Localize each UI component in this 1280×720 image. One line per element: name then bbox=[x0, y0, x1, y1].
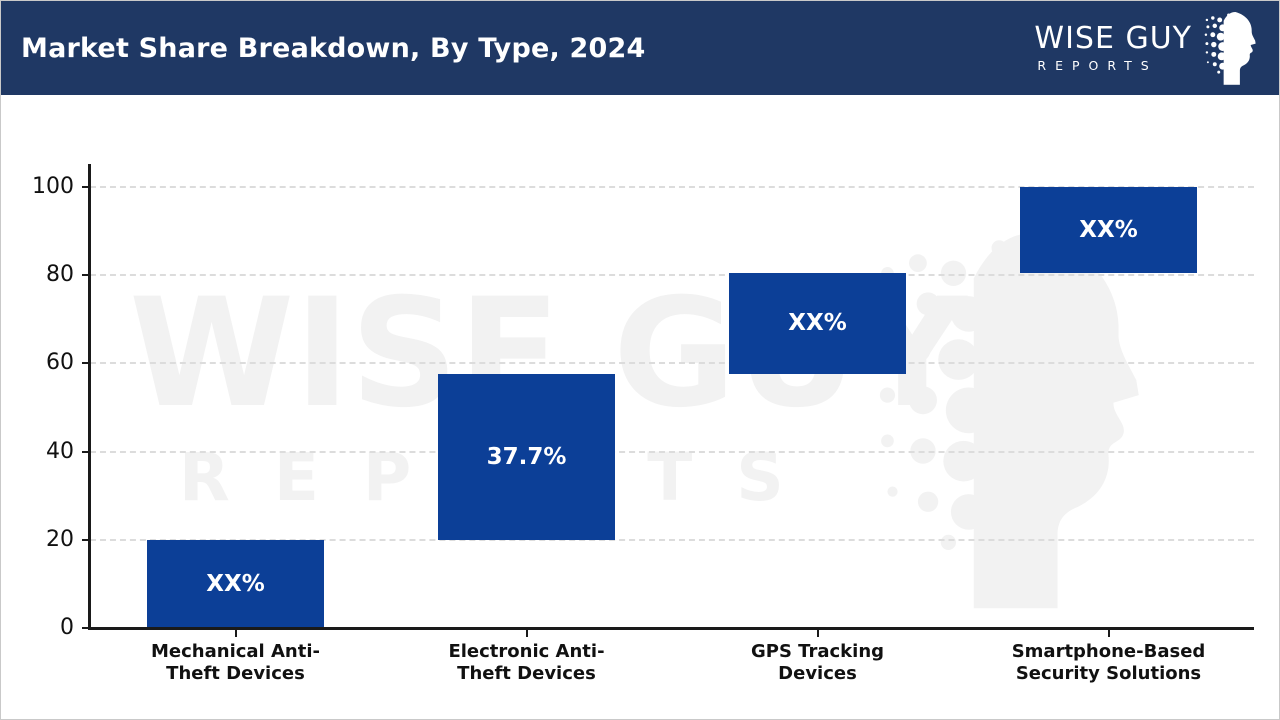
y-tick-label: 80 bbox=[46, 262, 74, 288]
y-tick-mark bbox=[82, 362, 90, 365]
y-tick-mark bbox=[82, 538, 90, 541]
x-tick-mark bbox=[1107, 630, 1110, 637]
wiseguy-head-icon bbox=[1201, 11, 1265, 85]
header-bar: Market Share Breakdown, By Type, 2024 WI… bbox=[1, 1, 1279, 95]
y-axis-line bbox=[88, 164, 91, 630]
y-tick-label: 0 bbox=[60, 615, 74, 640]
y-tick-mark bbox=[82, 450, 90, 453]
y-tick-label: 20 bbox=[46, 526, 74, 552]
bar-value-label: 37.7% bbox=[486, 443, 567, 470]
y-tick-label: 60 bbox=[46, 350, 74, 376]
x-tick-mark bbox=[816, 630, 819, 637]
wiseguy-logo: WISE GUY REPORTS bbox=[1034, 11, 1265, 85]
category-label: Smartphone-Based Security Solutions bbox=[1011, 641, 1206, 684]
x-axis-line bbox=[88, 627, 1254, 630]
gridline bbox=[90, 450, 1254, 453]
category-label: Mechanical Anti- Theft Devices bbox=[151, 641, 320, 684]
logo-wordmark: WISE GUY bbox=[1034, 21, 1192, 57]
category-label: GPS Tracking Devices bbox=[750, 641, 885, 684]
x-tick-mark bbox=[234, 630, 237, 637]
bar-segment: XX% bbox=[729, 272, 906, 374]
x-tick-mark bbox=[525, 630, 528, 637]
y-tick-mark bbox=[82, 186, 90, 188]
page-title: Market Share Breakdown, By Type, 2024 bbox=[21, 32, 646, 64]
y-tick-label: 100 bbox=[32, 174, 74, 199]
bar-value-label: XX% bbox=[788, 310, 847, 337]
logo-text: WISE GUY REPORTS bbox=[1034, 23, 1192, 73]
gridline bbox=[90, 538, 1254, 541]
gridline bbox=[90, 186, 1254, 188]
bar-segment: XX% bbox=[1020, 187, 1197, 273]
bar-segment: XX% bbox=[147, 539, 324, 628]
bar-segment: 37.7% bbox=[438, 373, 615, 540]
gridline bbox=[90, 274, 1254, 277]
y-tick-label: 40 bbox=[46, 438, 74, 464]
logo-subtitle: REPORTS bbox=[1037, 57, 1158, 73]
y-tick-mark bbox=[82, 274, 90, 277]
bar-value-label: XX% bbox=[1079, 216, 1138, 243]
bar-value-label: XX% bbox=[206, 570, 265, 597]
gridline bbox=[90, 362, 1254, 365]
y-tick-mark bbox=[82, 627, 90, 629]
category-label: Electronic Anti- Theft Devices bbox=[448, 641, 605, 684]
